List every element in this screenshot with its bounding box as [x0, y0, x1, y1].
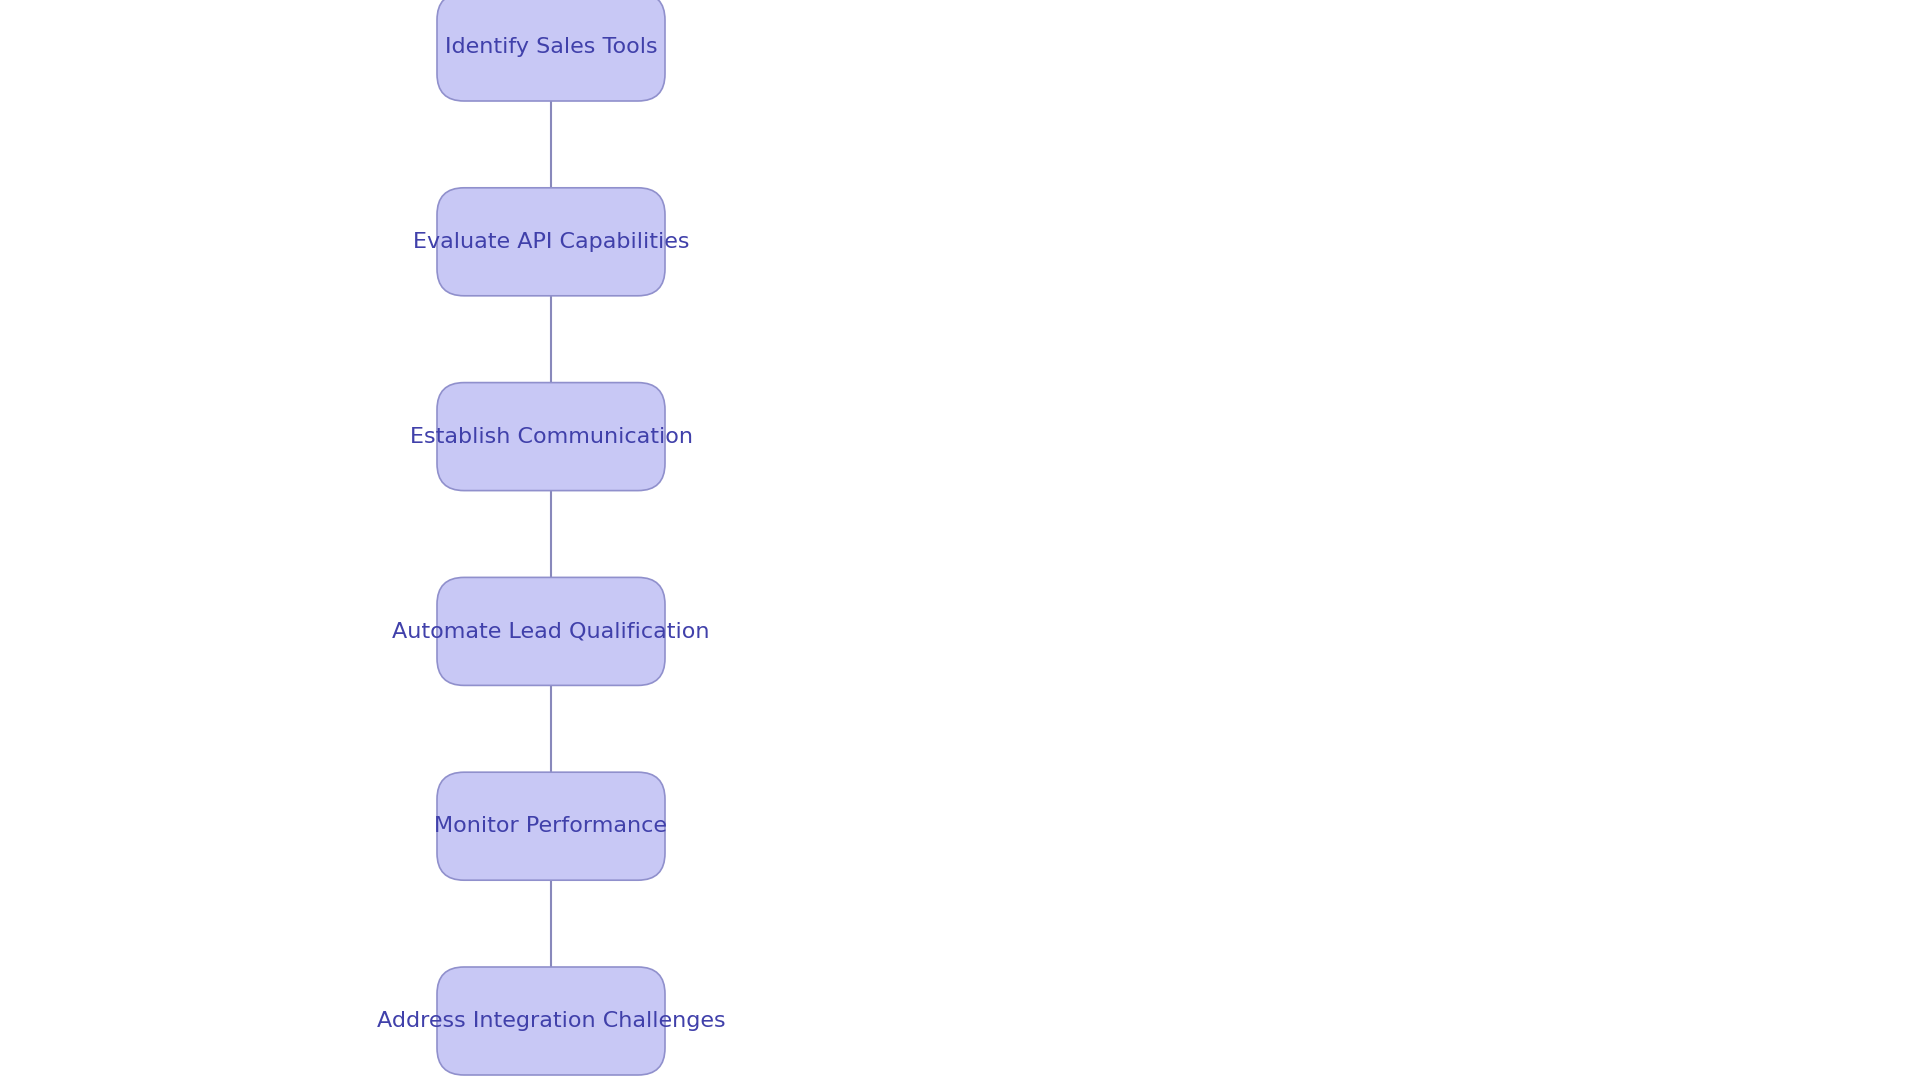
FancyBboxPatch shape: [438, 187, 664, 296]
FancyBboxPatch shape: [438, 382, 664, 491]
FancyBboxPatch shape: [438, 0, 664, 101]
Text: Automate Lead Qualification: Automate Lead Qualification: [392, 622, 710, 641]
Text: Monitor Performance: Monitor Performance: [434, 817, 668, 836]
Text: Address Integration Challenges: Address Integration Challenges: [376, 1012, 726, 1031]
FancyBboxPatch shape: [438, 772, 664, 880]
Text: Establish Communication: Establish Communication: [409, 427, 693, 446]
FancyBboxPatch shape: [438, 967, 664, 1075]
Text: Evaluate API Capabilities: Evaluate API Capabilities: [413, 232, 689, 252]
FancyBboxPatch shape: [438, 577, 664, 686]
Text: Identify Sales Tools: Identify Sales Tools: [445, 37, 657, 57]
